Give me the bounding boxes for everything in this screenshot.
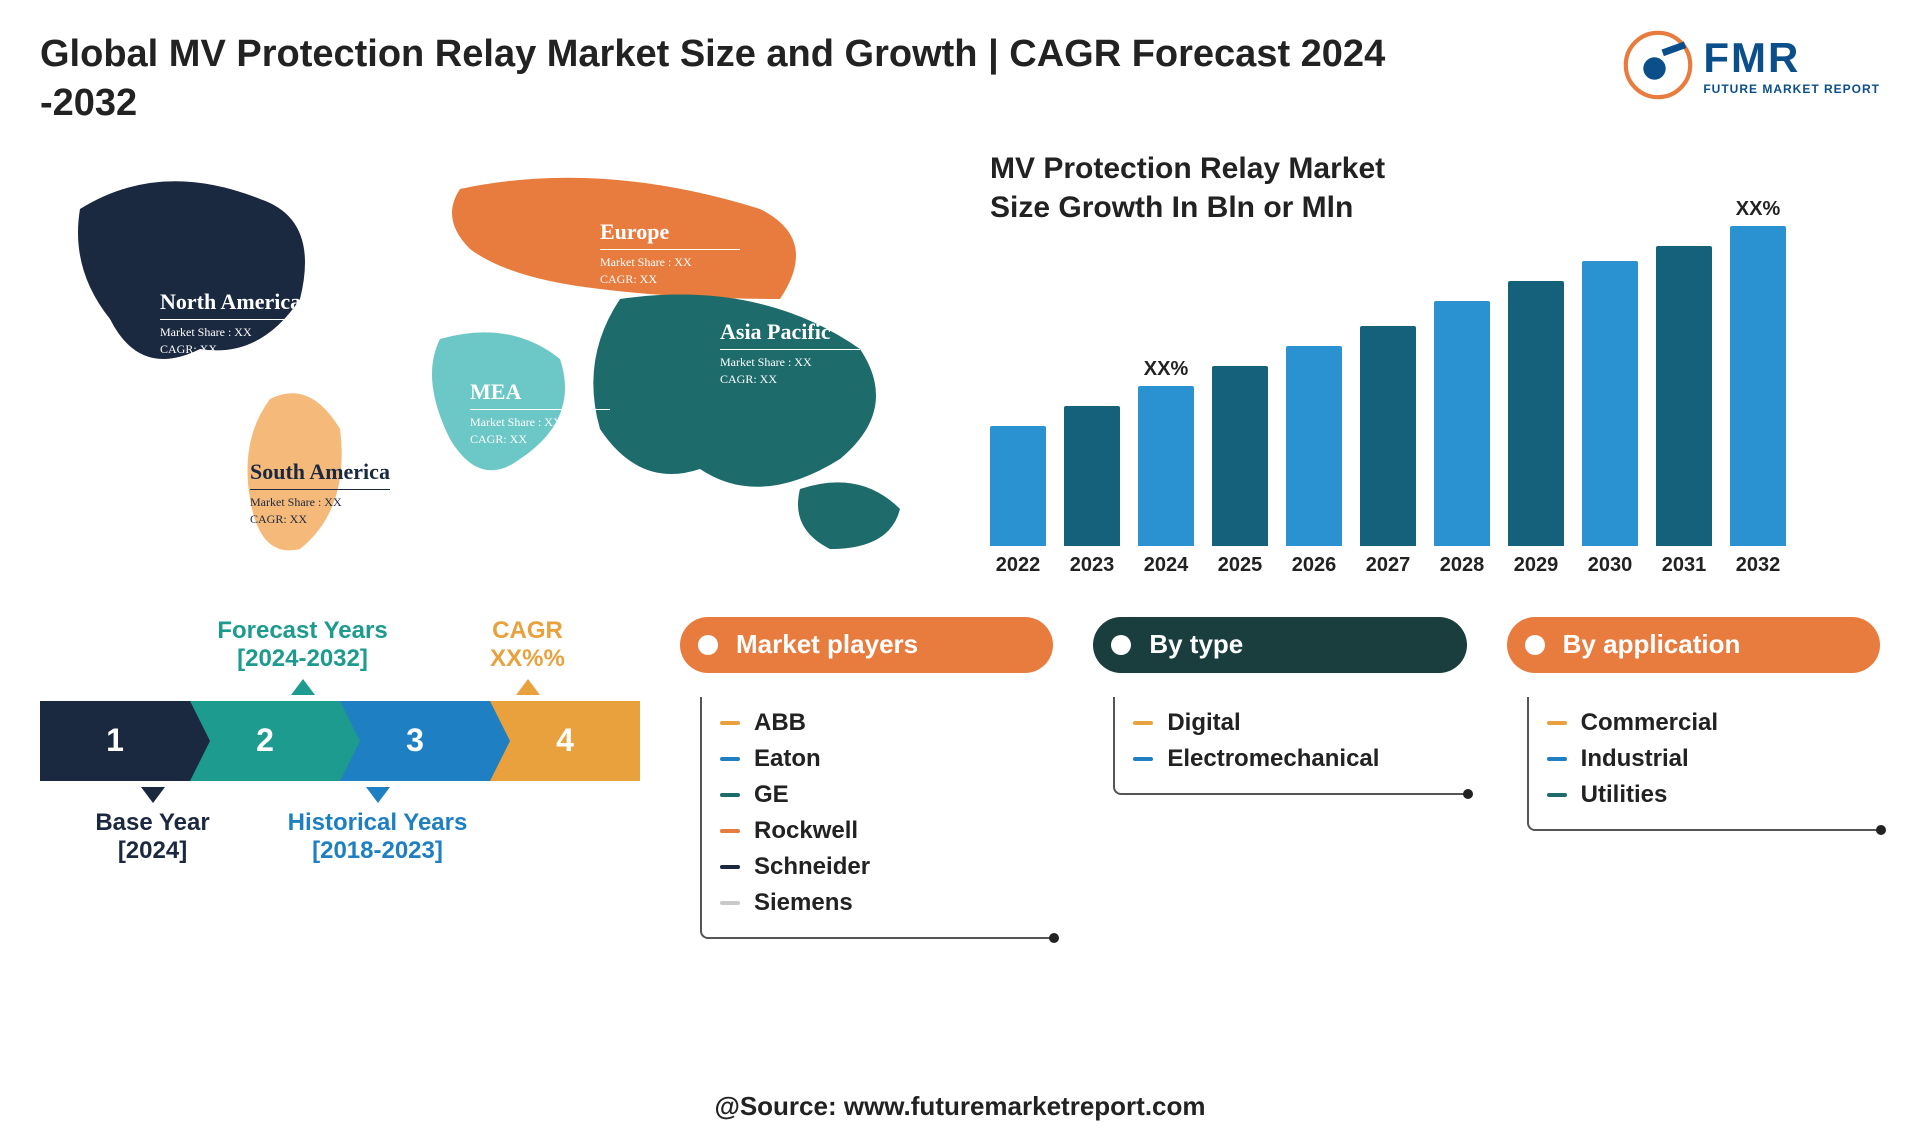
logo-text-main: FMR bbox=[1703, 34, 1880, 82]
pill-item: Eaton bbox=[720, 741, 1053, 777]
pill-list-type: DigitalElectromechanical bbox=[1113, 697, 1466, 795]
pill-item: Siemens bbox=[720, 885, 1053, 921]
tl-top-cagr: CAGRXX%% bbox=[415, 617, 640, 673]
pill-item: Electromechanical bbox=[1133, 741, 1466, 777]
bar-2024: XX%2024 bbox=[1138, 386, 1194, 577]
world-map: North AmericaMarket Share : XXCAGR: XX So… bbox=[40, 149, 960, 569]
bar-2029: 2029 bbox=[1508, 281, 1564, 577]
region-eu: EuropeMarket Share : XXCAGR: XX bbox=[600, 219, 740, 288]
pill-head-type: By type bbox=[1093, 617, 1466, 673]
region-na: North AmericaMarket Share : XXCAGR: XX bbox=[160, 289, 301, 358]
bar-2028: 2028 bbox=[1434, 301, 1490, 577]
pill-item: Schneider bbox=[720, 849, 1053, 885]
bar-2030: 2030 bbox=[1582, 261, 1638, 577]
timeline-seg-3: 3 bbox=[340, 701, 490, 781]
pill-players: Market players ABBEatonGERockwellSchneide… bbox=[680, 617, 1053, 939]
tl-bot-historical-years: Historical Years[2018-2023] bbox=[265, 809, 490, 865]
bar-2027: 2027 bbox=[1360, 326, 1416, 577]
pill-item: Digital bbox=[1133, 705, 1466, 741]
timeline-seg-4: 4 bbox=[490, 701, 640, 781]
tl-top-forecast-years: Forecast Years[2024-2032] bbox=[190, 617, 415, 673]
pill-list-players: ABBEatonGERockwellSchneiderSiemens bbox=[700, 697, 1053, 939]
region-ap: Asia PacificMarket Share : XXCAGR: XX bbox=[720, 319, 860, 388]
growth-bar-chart: MV Protection Relay Market Size Growth I… bbox=[990, 149, 1880, 577]
region-mea: MEAMarket Share : XXCAGR: XX bbox=[470, 379, 610, 448]
bar-2022: 2022 bbox=[990, 426, 1046, 577]
pill-application: By application CommercialIndustrialUtilit… bbox=[1507, 617, 1880, 939]
chart-title: MV Protection Relay Market Size Growth I… bbox=[990, 149, 1410, 227]
pill-item: GE bbox=[720, 777, 1053, 813]
timeline-seg-1: 1 bbox=[40, 701, 190, 781]
pill-head-application: By application bbox=[1507, 617, 1880, 673]
tl-bot-base-year: Base Year[2024] bbox=[40, 809, 265, 865]
pill-head-players: Market players bbox=[680, 617, 1053, 673]
brand-logo: FMR FUTURE MARKET REPORT bbox=[1623, 30, 1880, 100]
page-title: Global MV Protection Relay Market Size a… bbox=[40, 30, 1440, 129]
bar-2032: XX%2032 bbox=[1730, 226, 1786, 577]
pill-item: ABB bbox=[720, 705, 1053, 741]
pill-item: Industrial bbox=[1547, 741, 1880, 777]
pill-type: By type DigitalElectromechanical bbox=[1093, 617, 1466, 939]
pill-item: Rockwell bbox=[720, 813, 1053, 849]
region-sa: South AmericaMarket Share : XXCAGR: XX bbox=[250, 459, 390, 528]
pill-item: Utilities bbox=[1547, 777, 1880, 813]
bar-2031: 2031 bbox=[1656, 246, 1712, 577]
source-footer: @Source: www.futuremarketreport.com bbox=[0, 1091, 1920, 1122]
pill-item: Commercial bbox=[1547, 705, 1880, 741]
bar-2025: 2025 bbox=[1212, 366, 1268, 577]
logo-icon bbox=[1623, 30, 1693, 100]
timeline-seg-2: 2 bbox=[190, 701, 340, 781]
bar-2026: 2026 bbox=[1286, 346, 1342, 577]
pill-list-application: CommercialIndustrialUtilities bbox=[1527, 697, 1880, 831]
bar-2023: 2023 bbox=[1064, 406, 1120, 577]
timeline-block: Forecast Years[2024-2032]CAGRXX%% 1234 B… bbox=[40, 617, 640, 957]
logo-text-sub: FUTURE MARKET REPORT bbox=[1703, 82, 1880, 96]
